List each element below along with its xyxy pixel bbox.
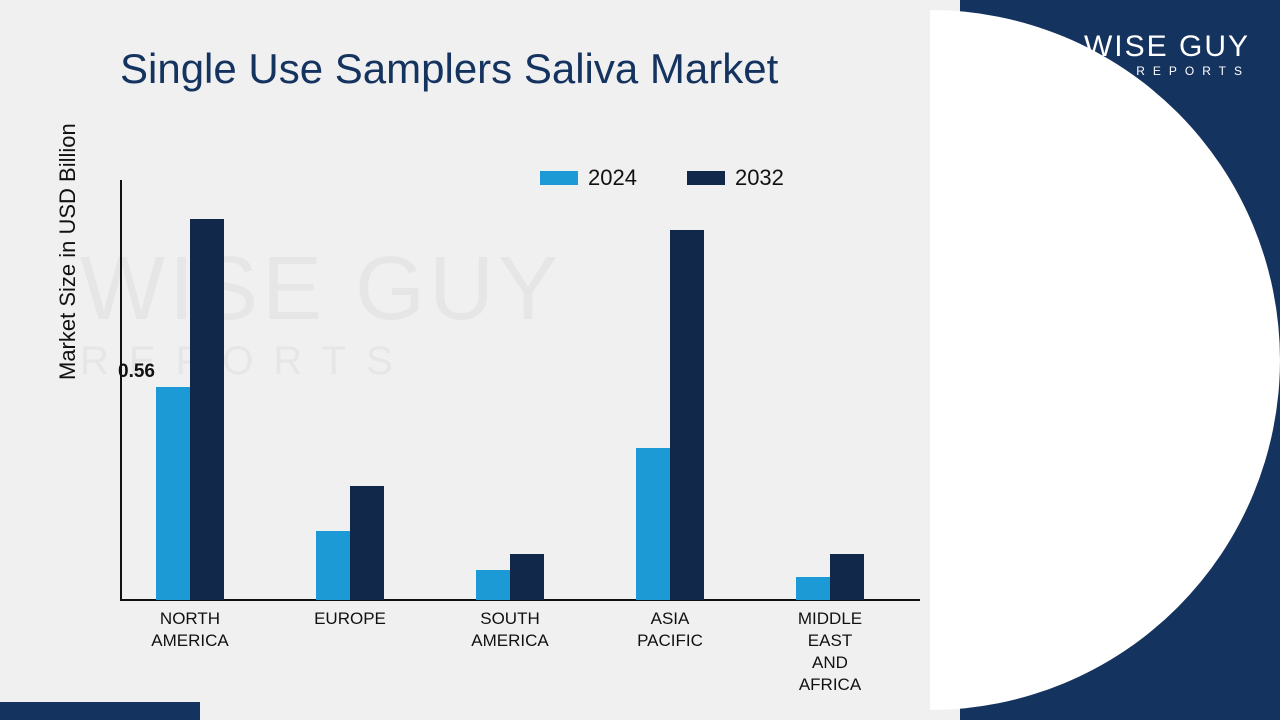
- logo-line2: REPORTS: [1084, 64, 1250, 78]
- legend-label: 2032: [735, 165, 784, 191]
- bottom-accent-bar: [0, 702, 200, 720]
- brand-logo: WISE GUY REPORTS: [1084, 30, 1250, 78]
- category-label: EUROPE: [285, 608, 415, 630]
- bar-group: ASIA PACIFIC: [610, 230, 730, 600]
- legend-item: 2032: [687, 165, 784, 191]
- bar: [156, 387, 190, 600]
- bar-group: 0.56NORTH AMERICA: [130, 219, 250, 600]
- bar: [350, 486, 384, 600]
- bar: [476, 570, 510, 600]
- bar: [190, 219, 224, 600]
- bar: [796, 577, 830, 600]
- category-label: MIDDLE EAST AND AFRICA: [765, 608, 895, 696]
- legend: 2024 2032: [540, 165, 784, 191]
- chart-title: Single Use Samplers Saliva Market: [120, 45, 778, 93]
- legend-swatch: [540, 171, 578, 185]
- y-axis-label: Market Size in USD Billion: [55, 123, 81, 380]
- bar-group: MIDDLE EAST AND AFRICA: [770, 554, 890, 600]
- logo-line1: WISE GUY: [1084, 30, 1250, 64]
- bar: [316, 531, 350, 600]
- category-label: SOUTH AMERICA: [445, 608, 575, 652]
- bar: [830, 554, 864, 600]
- legend-swatch: [687, 171, 725, 185]
- bar-chart: 0.56NORTH AMERICA EUROPE SOUTH AMERICA ASIA…: [100, 200, 920, 600]
- category-label: NORTH AMERICA: [125, 608, 255, 652]
- bar: [510, 554, 544, 600]
- legend-label: 2024: [588, 165, 637, 191]
- bar: [670, 230, 704, 600]
- plot-area: 0.56NORTH AMERICA EUROPE SOUTH AMERICA ASIA…: [100, 200, 920, 600]
- bar: [636, 448, 670, 600]
- bar-value-label: 0.56: [118, 361, 155, 383]
- legend-item: 2024: [540, 165, 637, 191]
- bar-group: EUROPE: [290, 486, 410, 600]
- bar-group: SOUTH AMERICA: [450, 554, 570, 600]
- category-label: ASIA PACIFIC: [605, 608, 735, 652]
